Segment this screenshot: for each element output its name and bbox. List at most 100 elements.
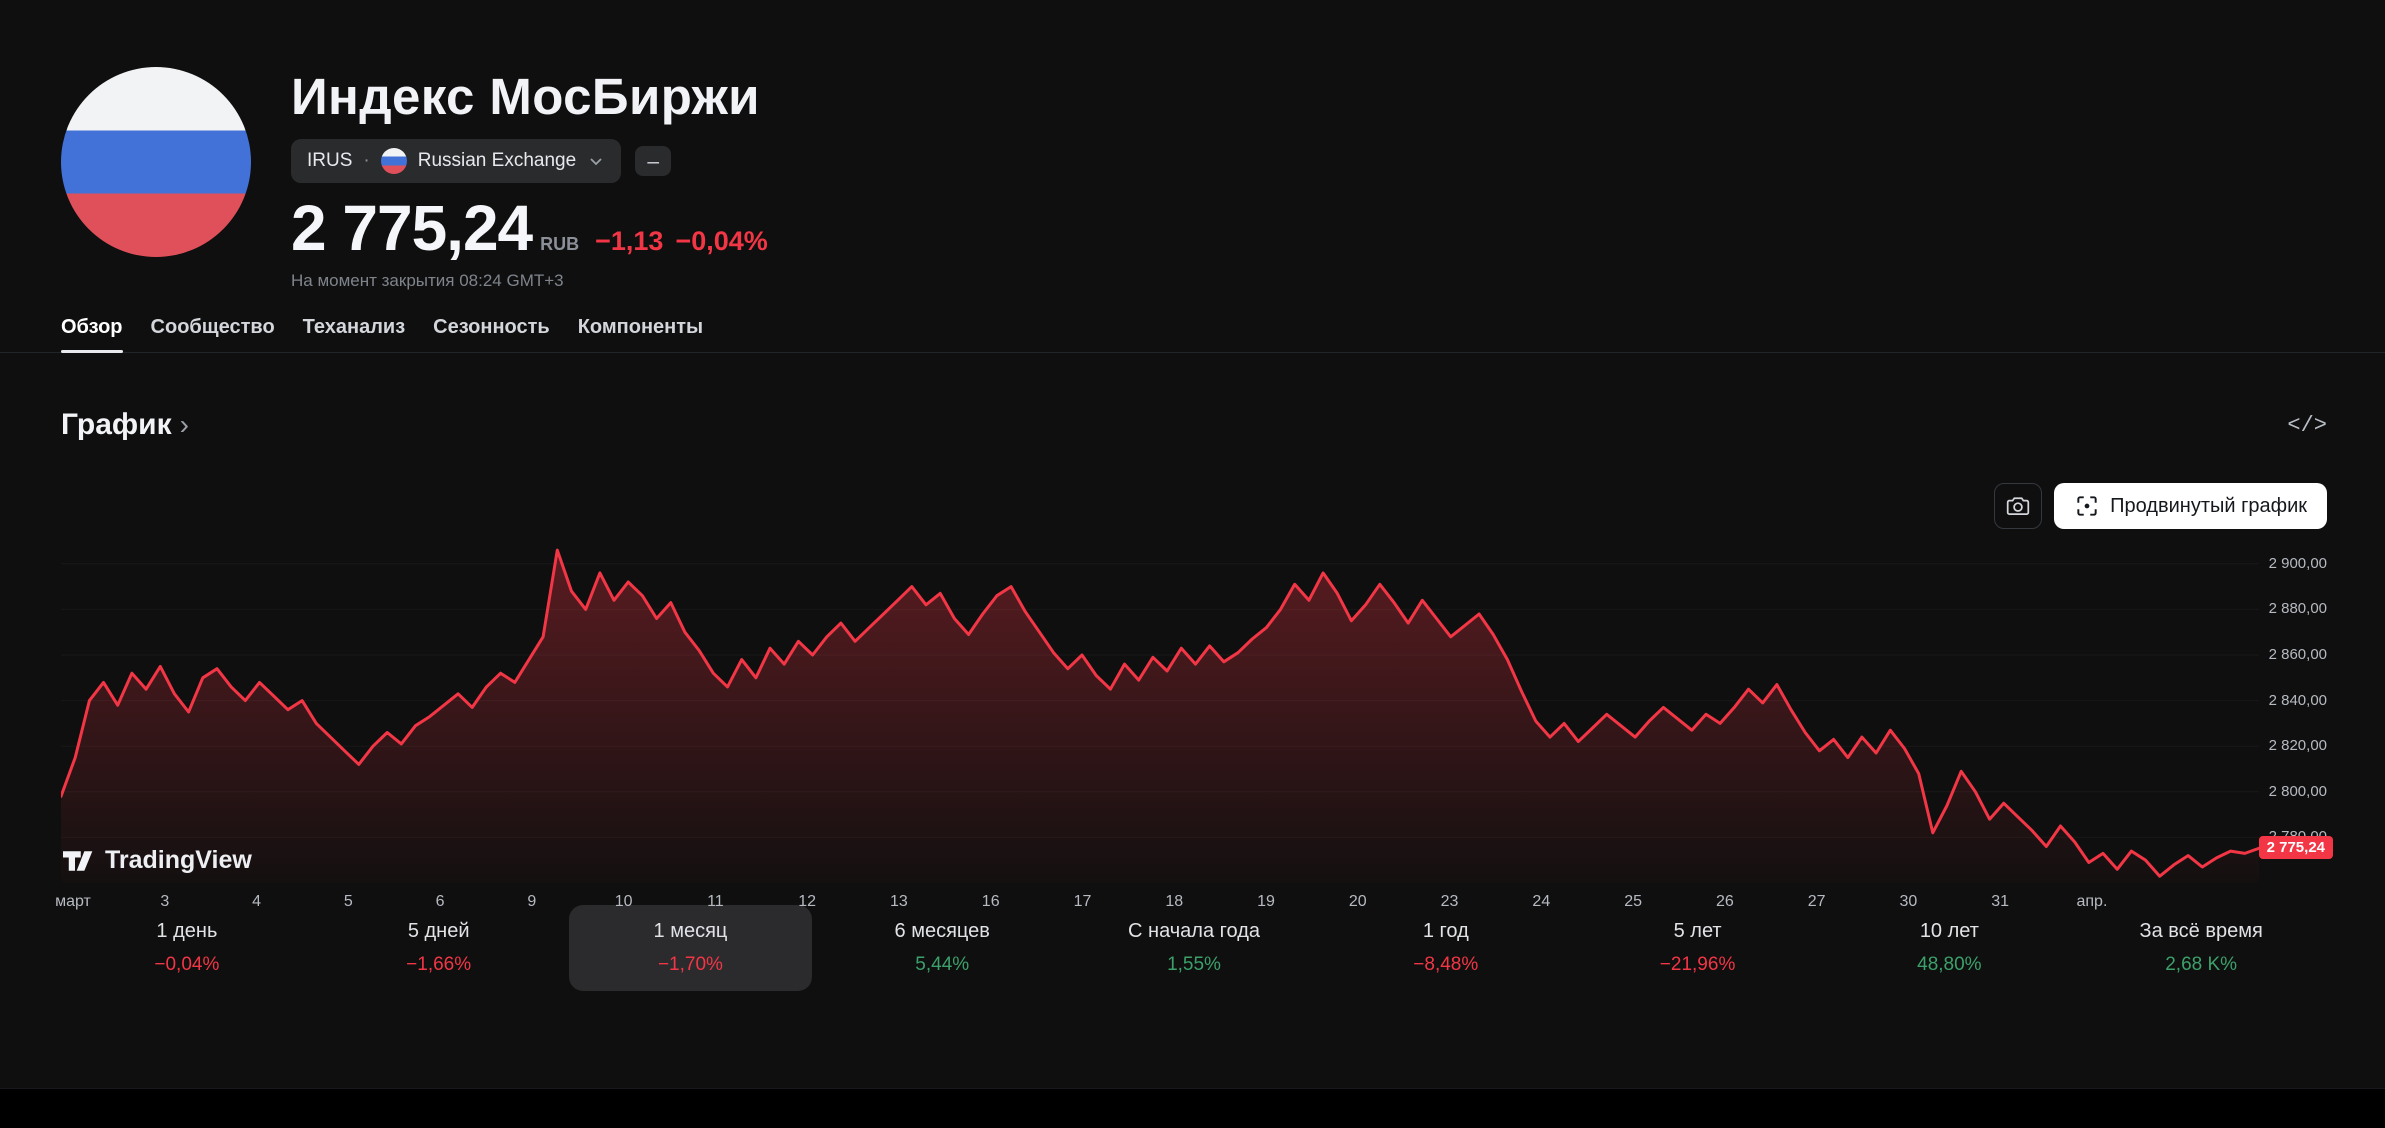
range-change: 1,55% bbox=[1167, 954, 1221, 975]
x-axis-label: 12 bbox=[798, 893, 817, 910]
tradingview-logo[interactable]: TradingView bbox=[63, 846, 252, 875]
range-change: −1,66% bbox=[406, 954, 472, 975]
range-label: 1 год bbox=[1422, 920, 1469, 942]
range-1-day[interactable]: 1 день −0,04% bbox=[65, 905, 309, 991]
x-axis-label: март bbox=[55, 893, 91, 910]
x-axis-label: 13 bbox=[890, 893, 908, 910]
symbol-code: IRUS bbox=[307, 150, 353, 171]
y-axis-label: 2 860,00 bbox=[2268, 646, 2327, 663]
range-ytd[interactable]: С начала года 1,55% bbox=[1072, 905, 1316, 991]
range-5-days[interactable]: 5 дней −1,66% bbox=[317, 905, 561, 991]
advanced-chart-label: Продвинутый график bbox=[2110, 494, 2307, 517]
range-1-month[interactable]: 1 месяц −1,70% bbox=[568, 905, 813, 991]
x-axis-label: 10 bbox=[614, 893, 633, 910]
chevron-right-icon: › bbox=[179, 409, 189, 440]
x-axis-label: 27 bbox=[1807, 893, 1826, 910]
range-change: −1,70% bbox=[657, 954, 723, 975]
range-label: С начала года bbox=[1128, 920, 1260, 942]
range-6-months[interactable]: 6 месяцев 5,44% bbox=[820, 905, 1064, 991]
embed-code-icon[interactable]: </> bbox=[2287, 412, 2327, 438]
range-label: За всё время bbox=[2139, 920, 2263, 942]
range-selector: 1 день −0,04% 5 дней −1,66% 1 месяц −1,7… bbox=[61, 905, 2327, 991]
y-axis-label: 2 880,00 bbox=[2268, 600, 2327, 618]
tradingview-logo-text: TradingView bbox=[105, 846, 252, 874]
tab-seasonality[interactable]: Сезонность bbox=[433, 315, 550, 352]
chevron-down-icon bbox=[587, 152, 605, 170]
range-label: 10 лет bbox=[1919, 920, 1979, 942]
range-1-year[interactable]: 1 год −8,48% bbox=[1324, 905, 1568, 991]
exchange-flag-icon bbox=[380, 148, 407, 174]
range-change: 48,80% bbox=[1917, 954, 1982, 975]
range-change: 5,44% bbox=[915, 954, 970, 975]
tab-technicals[interactable]: Теханализ bbox=[303, 315, 405, 352]
y-axis-label: 2 820,00 bbox=[2268, 737, 2327, 755]
range-change: 2,68 K% bbox=[2165, 954, 2238, 975]
tradingview-mark-icon bbox=[63, 850, 95, 872]
price-change-percent: −0,04% bbox=[675, 226, 768, 256]
last-price: 2 775,24 bbox=[291, 192, 533, 264]
x-axis-label: 17 bbox=[1073, 893, 1092, 910]
x-axis-label: 23 bbox=[1440, 893, 1459, 910]
x-axis-label: 5 bbox=[343, 893, 353, 910]
remove-symbol-button[interactable]: – bbox=[635, 146, 672, 176]
tab-overview[interactable]: Обзор bbox=[61, 315, 123, 353]
chart-toolbar: Продвинутый график bbox=[61, 483, 2327, 529]
range-change: −21,96% bbox=[1659, 954, 1736, 975]
symbol-header: Индекс МосБиржи IRUS · Russian Exchange … bbox=[61, 67, 2327, 291]
footer-strip bbox=[0, 1088, 2385, 1128]
x-axis-label: 25 bbox=[1624, 893, 1642, 910]
y-axis-label: 2 840,00 bbox=[2268, 691, 2327, 709]
price-chart[interactable]: TradingView март 3 4 5 6 9 10 11 12 13 16 17 18 19 20 2… bbox=[55, 541, 2259, 910]
separator-dot: · bbox=[363, 150, 370, 171]
range-label: 5 дней bbox=[407, 920, 470, 942]
range-10-years[interactable]: 10 лет 48,80% bbox=[1827, 905, 2071, 991]
x-axis-label: 3 bbox=[160, 893, 170, 910]
snapshot-button[interactable] bbox=[1994, 483, 2043, 529]
last-price-badge: 2 775,24 bbox=[2258, 836, 2333, 860]
range-change: −0,04% bbox=[154, 954, 220, 975]
range-all-time[interactable]: За всё время 2,68 K% bbox=[2079, 905, 2323, 991]
x-axis-label: апр. bbox=[2076, 893, 2108, 910]
range-label: 1 день bbox=[156, 920, 218, 942]
symbol-selector[interactable]: IRUS · Russian Exchange bbox=[291, 139, 622, 183]
symbol-info: Индекс МосБиржи IRUS · Russian Exchange … bbox=[291, 67, 768, 291]
fullscreen-chart-icon bbox=[2074, 493, 2100, 519]
x-axis-label: 24 bbox=[1532, 893, 1551, 910]
range-label: 1 месяц bbox=[653, 920, 728, 942]
range-5-years[interactable]: 5 лет −21,96% bbox=[1576, 905, 1820, 991]
range-label: 6 месяцев bbox=[894, 920, 990, 942]
advanced-chart-button[interactable]: Продвинутый график bbox=[2054, 483, 2327, 529]
symbol-tabs: Обзор Сообщество Теханализ Сезонность Ко… bbox=[0, 315, 2385, 353]
section-title: График bbox=[61, 408, 172, 441]
currency-label: RUB bbox=[540, 234, 580, 254]
range-change: −8,48% bbox=[1413, 954, 1479, 975]
russia-flag-logo bbox=[61, 67, 251, 257]
x-axis-label: 4 bbox=[252, 893, 261, 910]
market-status: На момент закрытия 08:24 GMT+3 bbox=[291, 271, 564, 290]
x-axis-label: 26 bbox=[1715, 893, 1734, 910]
x-axis-label: 6 bbox=[435, 893, 445, 910]
page-title: Индекс МосБиржи bbox=[291, 68, 760, 125]
x-axis-label: 11 bbox=[707, 893, 724, 910]
range-label: 5 лет bbox=[1673, 920, 1722, 942]
x-axis-label: 18 bbox=[1165, 893, 1184, 910]
x-axis-label: 16 bbox=[981, 893, 1000, 910]
chart-canvas[interactable] bbox=[61, 541, 2259, 883]
x-axis-label: 19 bbox=[1257, 893, 1275, 910]
x-axis-label: 20 bbox=[1348, 893, 1367, 910]
x-axis-label: 9 bbox=[527, 893, 537, 910]
time-axis[interactable]: март 3 4 5 6 9 10 11 12 13 16 17 18 19 20 23 24 25 26 27 30 3… bbox=[55, 883, 2259, 925]
tab-community[interactable]: Сообщество bbox=[151, 315, 275, 352]
y-axis-label: 2 800,00 bbox=[2268, 782, 2327, 800]
x-axis-label: 30 bbox=[1899, 893, 1918, 910]
chart-section: График › </> bbox=[55, 405, 2333, 991]
camera-icon bbox=[2005, 493, 2031, 519]
y-axis-label: 2 900,00 bbox=[2268, 554, 2327, 572]
chart-area: TradingView март 3 4 5 6 9 10 11 12 13 16 17 18 19 20 2… bbox=[55, 541, 2333, 910]
price-change: −1,13 bbox=[595, 226, 664, 256]
price-scale[interactable]: 2 900,00 2 880,00 2 860,00 2 840,00 2 820,00… bbox=[2258, 541, 2333, 883]
section-title-link[interactable]: График › bbox=[61, 408, 189, 442]
x-axis-label: 31 bbox=[1991, 893, 2010, 910]
tab-components[interactable]: Компоненты bbox=[578, 315, 703, 352]
